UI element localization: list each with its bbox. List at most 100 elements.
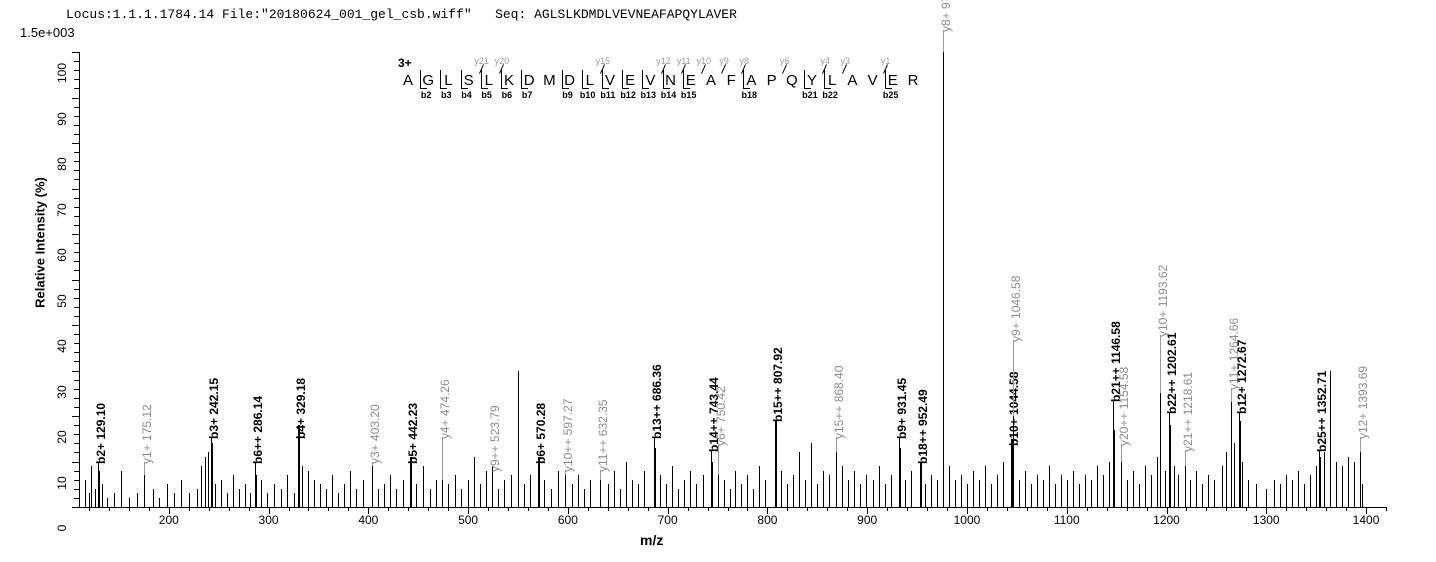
spectrum-peak [898,447,901,507]
spectrum-peak [710,461,713,507]
spectrum-peak [1292,479,1294,507]
y-ion-label: y8 [739,56,750,66]
spectrum-peak [1054,484,1056,507]
spectrum-peak [98,470,101,507]
peak-label-leader-line [835,437,837,453]
sequence-residue: A [705,72,717,89]
b-ion-label: b9 [562,90,573,100]
x-tick [1346,507,1348,511]
spectrum-peak [302,466,304,507]
y-axis-line [79,52,80,508]
sequence-residue: K [503,72,515,89]
spectrum-peak [173,493,175,507]
y-tick [74,470,79,472]
y-tick [74,224,79,226]
spectrum-peak [942,52,944,507]
spectrum-peak [214,484,216,507]
b-ion-tick [743,88,751,89]
peak-label-leader-line [1121,444,1123,462]
spectrum-peak [905,479,907,507]
peak-label: b9+ 931.45 [894,377,909,439]
y-ion-label: y20 [494,56,510,66]
x-tick [1126,507,1128,511]
ladder-divider [521,70,523,88]
spectrum-peak [474,456,476,507]
y-tick [74,397,79,399]
spectrum-peak [577,475,579,507]
spectrum-peak [90,466,92,507]
ladder-divider [480,70,482,88]
peak-label-leader-line [775,420,777,421]
x-tick [887,507,889,511]
x-tick [1326,507,1328,511]
b-ion-tick [581,88,589,89]
spectrum-peak [1108,461,1110,507]
spectrum-peak [455,475,457,507]
spectrum-peak [543,479,545,507]
sequence-residue: R [907,72,919,89]
spectrum-peak [1132,470,1134,507]
spectrum-peak [166,484,168,507]
ladder-divider [622,70,624,88]
spectrum-peak [1324,452,1326,507]
b-ion-label: b22 [822,90,838,100]
y-tick [72,97,79,99]
peak-label-leader-line [654,437,656,448]
spectrum-peak [1018,479,1020,507]
x-tick [308,507,310,511]
sequence-residue: E [887,72,898,89]
b-ion-tick [561,88,569,89]
spectrum-peak [1096,466,1098,507]
peak-label: b6+ 570.28 [534,402,549,464]
spectrum-peak [565,475,567,507]
b-ion-tick [440,88,448,89]
x-tick [687,507,689,511]
b-ion-label: b12 [620,90,636,100]
sequence-residue: E [685,72,696,89]
ladder-divider [440,70,442,88]
b-ion-tick [884,88,892,89]
precursor-charge-label: 3+ [398,56,412,70]
spectrum-peak [911,470,913,507]
spectrum-peak [1234,443,1236,507]
spectrum-peak [1202,484,1204,507]
y-ion-label: y4 [820,56,830,66]
spectrum-peak [823,470,825,507]
spectrum-peak [448,484,450,507]
x-tick [1226,507,1228,511]
spectrum-peak [1060,475,1062,507]
spectrum-peak [344,484,346,507]
ladder-divider [743,70,745,88]
y-tick [74,243,79,245]
y-tick [72,188,79,190]
spectrum-peak [671,466,673,507]
y-tick [74,315,79,317]
spectrum-peak [990,484,992,507]
spectrum-peak [695,484,697,507]
peak-label-leader-line [98,462,100,471]
spectrum-peak [260,479,262,507]
y-tick [74,170,79,172]
spectrum-peak [480,484,482,507]
b-ion-label: b5 [481,90,492,100]
spectrum-peak [1185,466,1187,507]
spectrum-peak [249,493,251,507]
y-tick [74,115,79,117]
b-ion-label: b14 [660,90,677,100]
spectrum-peak [741,484,743,507]
b-ion-label: b15 [680,90,697,100]
spectrum-peak [689,470,691,507]
x-tick [488,507,490,511]
spectrum-peak [430,488,432,507]
peak-label: y12+ 1393.69 [1355,365,1370,439]
spectrum-peak [557,470,559,507]
spectrum-peak [1072,470,1074,507]
y-tick-label: 70 [55,202,69,217]
x-tick [647,507,649,511]
y-tick [74,297,79,299]
spectrum-peak [1304,484,1306,507]
x-tick [168,507,170,514]
y-ion-label: y15 [595,56,611,66]
spectrum-peak [799,452,801,507]
y-tick [74,406,79,408]
